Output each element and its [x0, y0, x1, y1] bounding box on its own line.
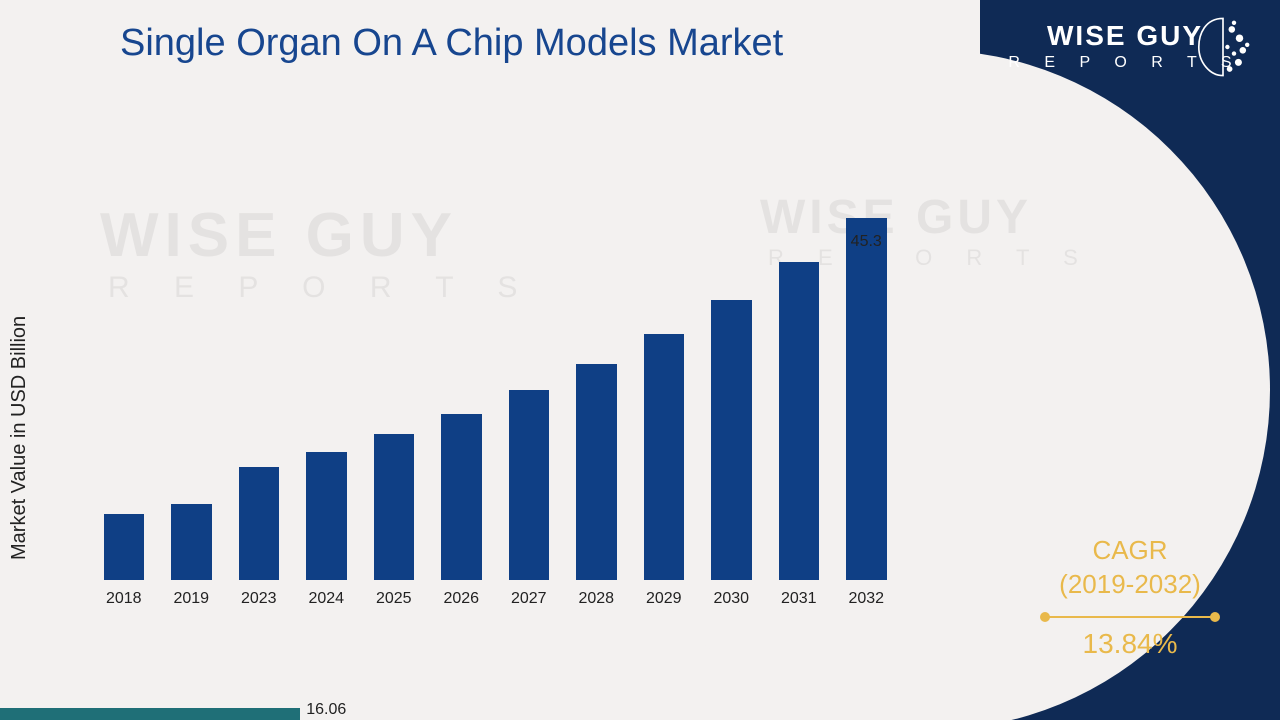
bars-container: 14.1116.06 45.3 — [90, 180, 900, 580]
bar-value-label: 45.3 — [833, 233, 901, 251]
report-infographic: WISE GUY R E P O R T S WISE GUY R E P O … — [0, 0, 1280, 720]
bar-slot — [428, 414, 496, 580]
bar — [509, 390, 550, 580]
x-tick-label: 2019 — [158, 590, 226, 608]
x-tick-label: 2027 — [495, 590, 563, 608]
y-axis-label: Market Value in USD Billion — [8, 316, 31, 560]
bar — [306, 452, 347, 580]
bar — [441, 414, 482, 580]
bar — [171, 504, 212, 580]
cagr-block: CAGR (2019-2032) 13.84% — [1020, 534, 1240, 660]
bar-slot — [158, 504, 226, 580]
bar — [779, 262, 820, 580]
cagr-value: 13.84% — [1020, 628, 1240, 660]
bar-slot — [698, 300, 766, 580]
x-tick-label: 2024 — [293, 590, 361, 608]
x-tick-label: 2029 — [630, 590, 698, 608]
bar — [239, 467, 280, 580]
bar-slot — [630, 334, 698, 580]
bar-value-label: 16.06 — [293, 701, 361, 719]
bar-slot — [765, 262, 833, 580]
bar — [846, 218, 887, 580]
bar-slot — [495, 390, 563, 580]
brand-logo: WISE GUY R E P O R T S — [1000, 20, 1250, 72]
x-tick-label: 2030 — [698, 590, 766, 608]
bar — [104, 514, 145, 580]
bar-chart: 14.1116.0645.3 2018201920232024202520262… — [90, 180, 900, 580]
x-tick-label: 2023 — [225, 590, 293, 608]
cagr-label: CAGR (2019-2032) — [1020, 534, 1240, 602]
accent-strip — [0, 708, 300, 720]
bar — [576, 364, 617, 580]
bar-slot: 16.06 — [293, 452, 361, 580]
cagr-label-line1: CAGR — [1092, 535, 1167, 565]
x-ticks: 2018201920232024202520262027202820292030… — [90, 590, 900, 608]
bar-slot — [360, 434, 428, 580]
chart-title: Single Organ On A Chip Models Market — [120, 22, 820, 66]
x-tick-label: 2025 — [360, 590, 428, 608]
x-tick-label: 2031 — [765, 590, 833, 608]
cagr-divider — [1045, 616, 1215, 618]
cagr-label-line2: (2019-2032) — [1059, 569, 1201, 599]
bar-slot — [90, 514, 158, 580]
bar-slot: 45.3 — [833, 218, 901, 580]
x-tick-label: 2018 — [90, 590, 158, 608]
x-tick-label: 2026 — [428, 590, 496, 608]
x-tick-label: 2032 — [833, 590, 901, 608]
bar — [711, 300, 752, 580]
bar-slot: 14.11 — [225, 467, 293, 580]
brain-icon — [1190, 14, 1256, 80]
bar — [644, 334, 685, 580]
x-tick-label: 2028 — [563, 590, 631, 608]
bar-slot — [563, 364, 631, 580]
bar — [374, 434, 415, 580]
